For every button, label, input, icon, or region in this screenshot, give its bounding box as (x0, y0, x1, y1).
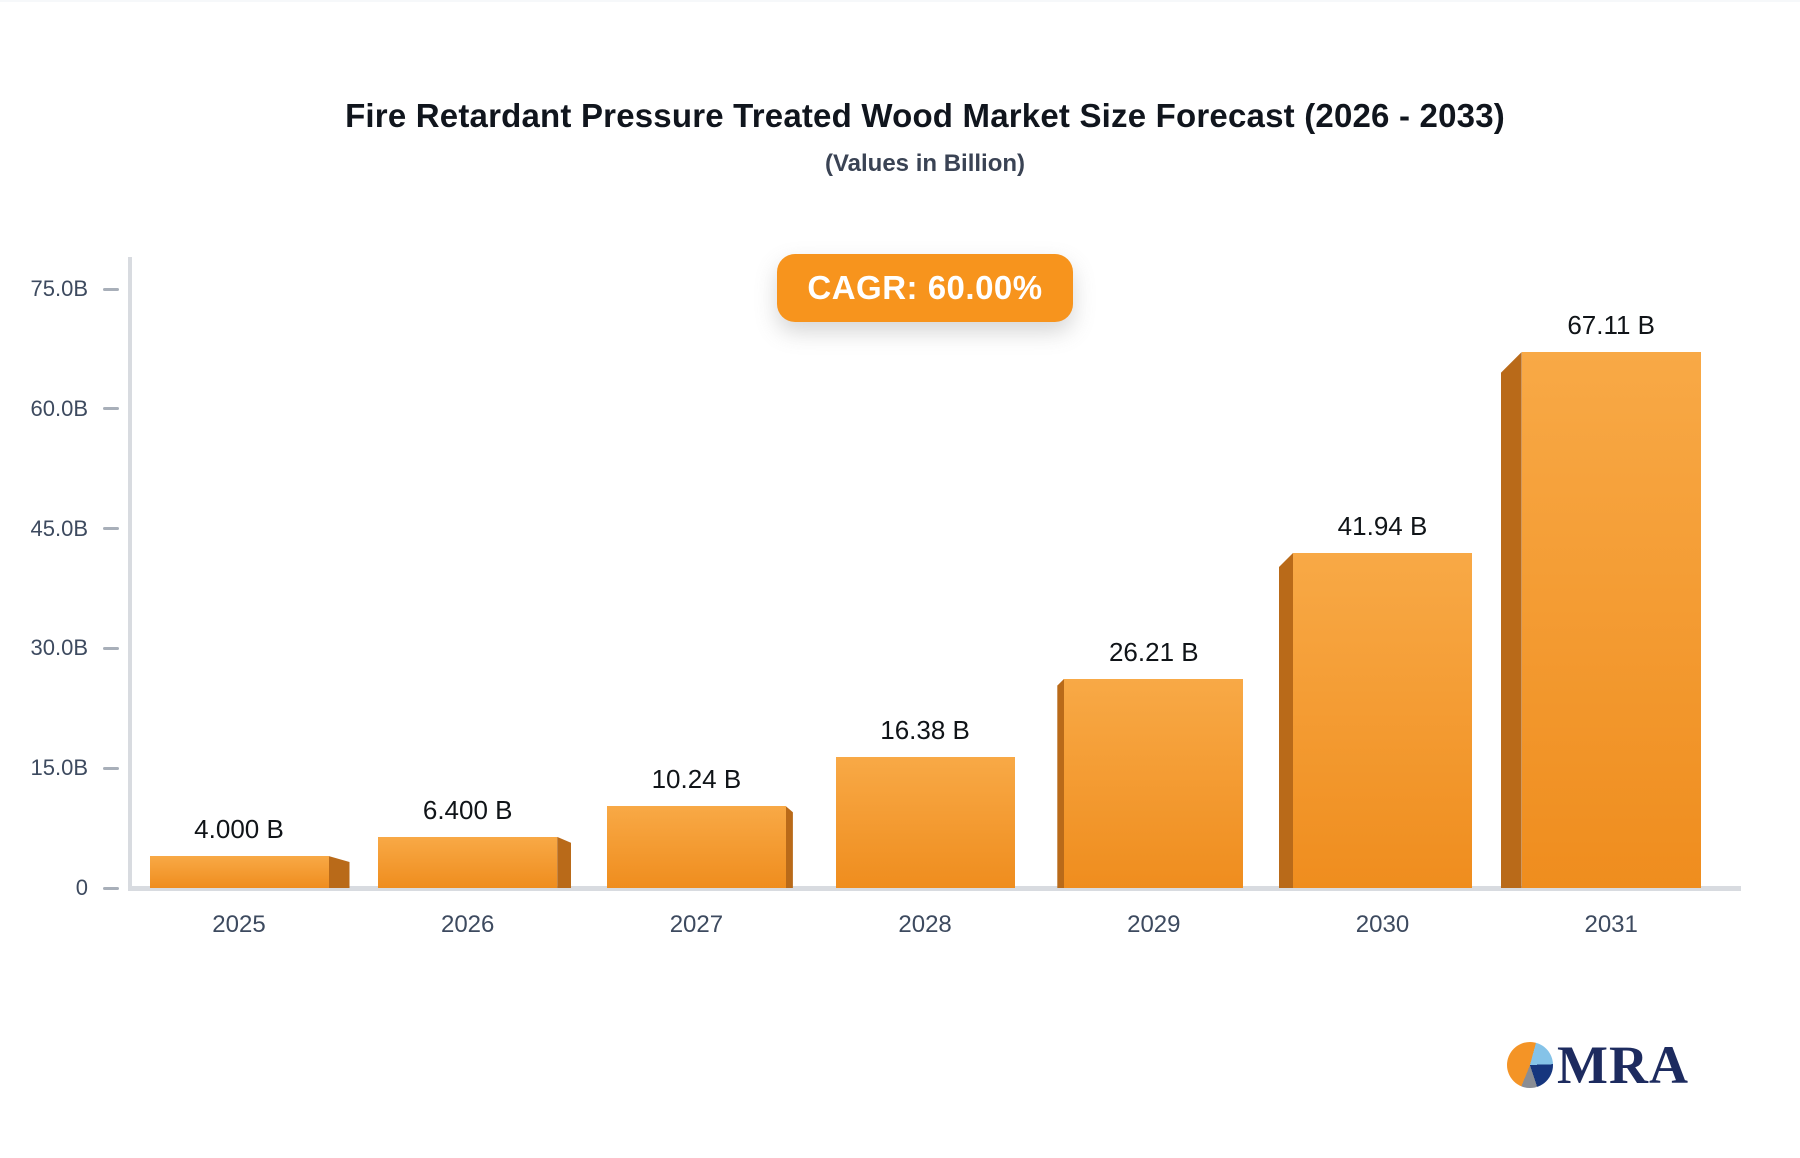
y-axis-line (128, 257, 132, 888)
y-tick-label: 45.0B (30, 515, 89, 541)
pie-chart-icon (1507, 1042, 1553, 1088)
bar-value-label: 6.400 B (422, 794, 513, 825)
bar-face (1064, 678, 1244, 888)
bar-value-label: 26.21 B (1108, 636, 1199, 667)
y-tick-label: 60.0B (30, 395, 89, 421)
bar-value-label: 16.38 B (880, 715, 970, 746)
x-tick-label: 2025 (212, 911, 266, 938)
bar-face (378, 836, 558, 888)
x-tick-label: 2029 (1127, 911, 1181, 938)
y-tick-label: 0 (75, 875, 88, 900)
cagr-badge-label: CAGR: 60.00% (807, 269, 1043, 306)
x-tick-label: 2026 (440, 911, 495, 938)
x-axis-line (128, 886, 1741, 891)
y-tick-mark (103, 407, 119, 411)
bar-face (149, 856, 329, 888)
bar-3d-side (557, 836, 572, 888)
y-tick-label: 15.0B (30, 755, 89, 781)
bar-value-label: 41.94 B (1337, 511, 1428, 542)
bar-value-label: 67.11 B (1567, 310, 1656, 340)
bar-value-label: 10.24 B (651, 764, 742, 795)
brand-logo: MRA (1507, 1035, 1689, 1095)
y-tick-label: 30.0B (30, 635, 89, 661)
y-tick-mark (103, 646, 119, 650)
y-tick-mark (103, 886, 119, 890)
x-tick-label: 2027 (669, 911, 724, 938)
bar-face (1521, 352, 1701, 888)
chart-subtitle: (Values in Billion) (824, 150, 1026, 177)
x-tick-label: 2028 (898, 911, 952, 938)
bar-3d-side (785, 806, 793, 888)
y-tick-mark (103, 287, 119, 291)
x-tick-label: 2031 (1584, 911, 1638, 938)
y-tick-mark (103, 527, 119, 531)
bar-face (835, 757, 1015, 888)
bar-3d-side (1500, 352, 1522, 888)
y-tick-mark (103, 766, 119, 770)
bar-value-label: 4.000 B (194, 814, 284, 845)
bar-3d-side (1279, 553, 1293, 888)
cagr-badge: CAGR: 60.00% (777, 254, 1073, 322)
bar-face (606, 806, 786, 888)
bar-face (1293, 553, 1472, 888)
chart-title: Fire Retardant Pressure Treated Wood Mar… (345, 97, 1505, 134)
bar-3d-side (328, 856, 350, 888)
x-tick-label: 2030 (1355, 911, 1410, 938)
bar-3d-side (1057, 678, 1065, 888)
y-tick-label: 75.0B (30, 276, 89, 301)
brand-name: MRA (1557, 1035, 1689, 1095)
